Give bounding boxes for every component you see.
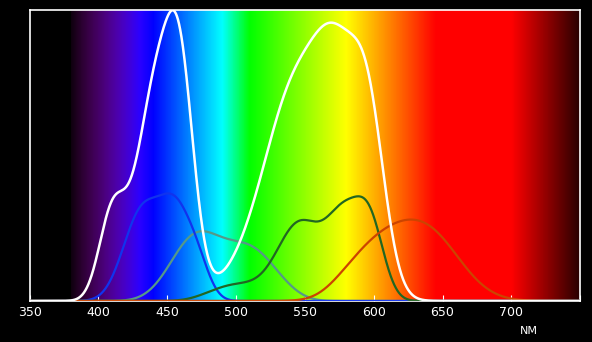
Text: NM: NM xyxy=(520,326,538,336)
